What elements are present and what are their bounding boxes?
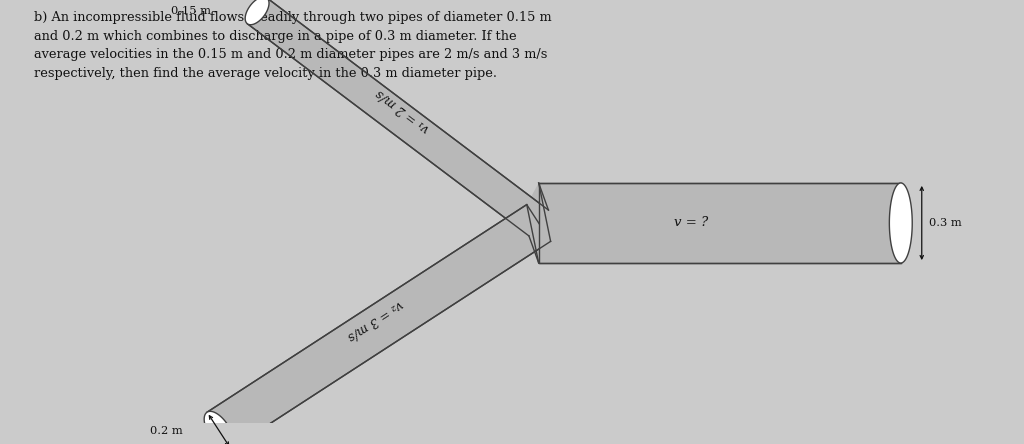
Text: 0.2 m: 0.2 m [151, 426, 183, 436]
Text: v₁ = 2 m/s: v₁ = 2 m/s [374, 87, 432, 135]
Polygon shape [245, 0, 269, 25]
Text: v = ?: v = ? [674, 217, 709, 230]
Text: b) An incompressible fluid flows steadily through two pipes of diameter 0.15 m
a: b) An incompressible fluid flows steadil… [34, 12, 551, 80]
Polygon shape [248, 0, 549, 236]
Polygon shape [204, 411, 233, 444]
Text: 0.3 m: 0.3 m [930, 218, 963, 228]
Polygon shape [539, 183, 901, 263]
Polygon shape [207, 205, 551, 444]
Text: v₂ = 3 m/s: v₂ = 3 m/s [344, 297, 404, 343]
Polygon shape [526, 183, 551, 263]
Text: 0.15 m: 0.15 m [171, 6, 211, 16]
Polygon shape [890, 183, 912, 263]
